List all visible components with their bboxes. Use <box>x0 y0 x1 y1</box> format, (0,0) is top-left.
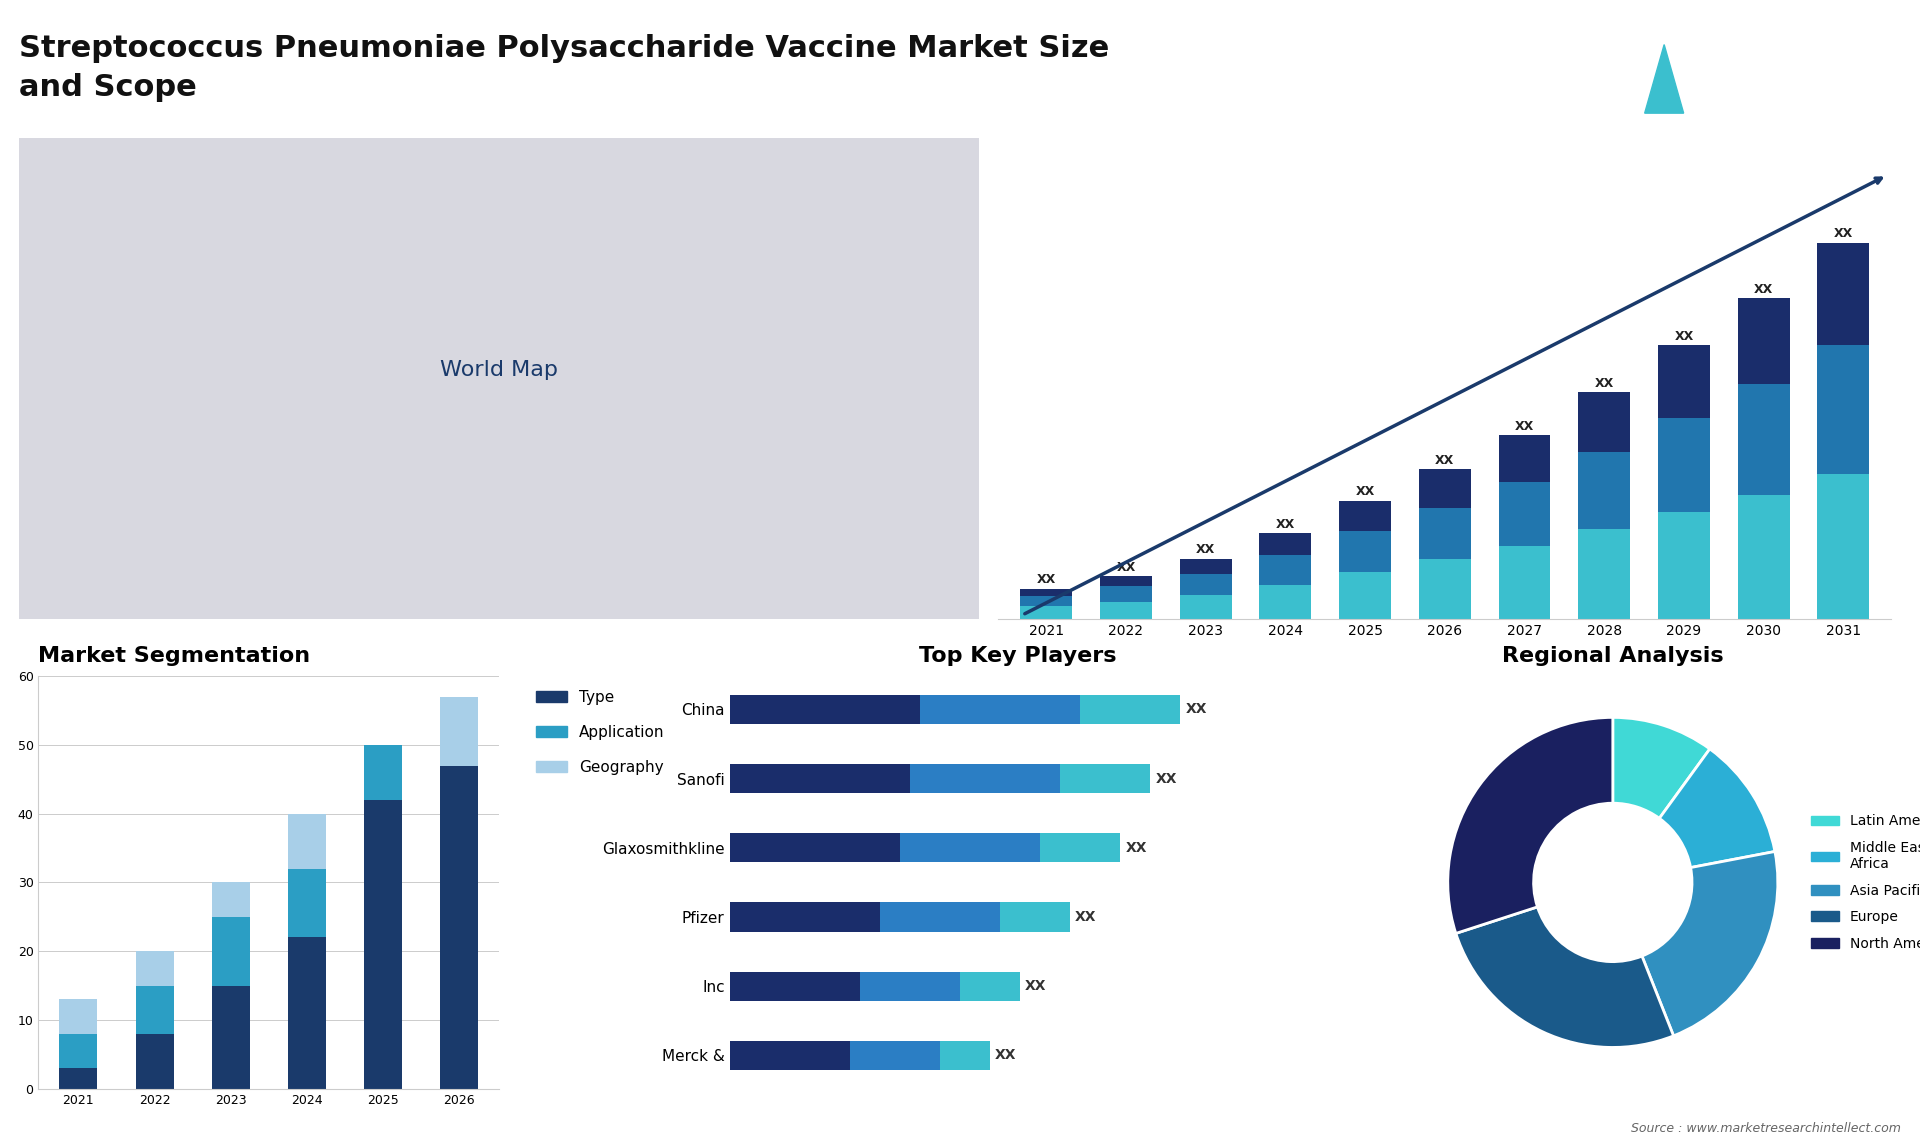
Bar <box>1578 529 1630 619</box>
Bar <box>136 986 173 1034</box>
Bar <box>851 1041 941 1070</box>
Text: XX: XX <box>1755 283 1774 296</box>
Bar <box>211 882 250 917</box>
Bar <box>730 972 860 1000</box>
Bar <box>1100 602 1152 619</box>
Text: XX: XX <box>1356 486 1375 499</box>
Bar <box>1738 298 1789 384</box>
Text: XX: XX <box>1125 841 1146 855</box>
Bar <box>730 764 910 793</box>
Bar <box>1818 473 1870 619</box>
Wedge shape <box>1455 906 1674 1047</box>
Bar <box>1818 345 1870 473</box>
Bar <box>365 800 401 1089</box>
Bar <box>1419 508 1471 559</box>
Bar <box>730 903 879 932</box>
Text: XX: XX <box>1025 979 1046 994</box>
Bar <box>1659 418 1711 512</box>
Bar <box>1260 533 1311 555</box>
Title: Regional Analysis: Regional Analysis <box>1501 646 1724 666</box>
Bar <box>920 694 1081 724</box>
Wedge shape <box>1659 749 1774 868</box>
Bar <box>1041 833 1119 862</box>
Text: XX: XX <box>1116 560 1135 573</box>
Bar <box>1578 453 1630 529</box>
Polygon shape <box>1645 45 1684 113</box>
Text: XX: XX <box>1674 330 1693 343</box>
Bar <box>1260 584 1311 619</box>
Bar <box>860 972 960 1000</box>
Legend: Latin America, Middle East &
Africa, Asia Pacific, Europe, North America: Latin America, Middle East & Africa, Asi… <box>1805 809 1920 956</box>
Bar <box>440 766 478 1089</box>
Text: XX: XX <box>1196 543 1215 557</box>
Wedge shape <box>1613 717 1711 818</box>
Bar <box>211 917 250 986</box>
Bar <box>1338 501 1390 531</box>
Text: MARKET
RESEARCH
INTELLECT: MARKET RESEARCH INTELLECT <box>1749 55 1818 99</box>
Bar <box>1020 596 1071 606</box>
Text: XX: XX <box>1834 227 1853 241</box>
Text: XX: XX <box>1275 518 1294 531</box>
Bar <box>1100 576 1152 587</box>
Bar <box>879 903 1000 932</box>
Bar <box>1100 587 1152 602</box>
Bar <box>1000 903 1069 932</box>
Bar <box>1081 694 1181 724</box>
Bar <box>1659 345 1711 418</box>
Text: XX: XX <box>1596 377 1615 390</box>
Text: XX: XX <box>1037 573 1056 587</box>
Bar <box>1060 764 1150 793</box>
Bar <box>941 1041 991 1070</box>
Text: XX: XX <box>1185 702 1208 716</box>
Bar <box>1338 572 1390 619</box>
Text: XX: XX <box>1156 771 1177 786</box>
Bar <box>1260 555 1311 584</box>
Bar <box>1738 495 1789 619</box>
Bar <box>900 833 1041 862</box>
Bar <box>288 869 326 937</box>
Bar <box>440 697 478 766</box>
Bar <box>960 972 1020 1000</box>
Bar <box>1500 547 1551 619</box>
Text: Market Segmentation: Market Segmentation <box>38 646 311 666</box>
Bar <box>1419 559 1471 619</box>
Bar <box>136 951 173 986</box>
Wedge shape <box>1642 851 1778 1036</box>
Text: XX: XX <box>1434 454 1455 466</box>
Bar <box>730 833 900 862</box>
Text: World Map: World Map <box>440 360 559 379</box>
Bar <box>288 814 326 869</box>
Bar <box>1500 482 1551 547</box>
Bar <box>136 1034 173 1089</box>
Bar <box>60 999 98 1034</box>
Text: Streptococcus Pneumoniae Polysaccharide Vaccine Market Size
and Scope: Streptococcus Pneumoniae Polysaccharide … <box>19 34 1110 102</box>
Legend: Type, Application, Geography: Type, Application, Geography <box>530 684 670 780</box>
Bar <box>1020 589 1071 596</box>
Bar <box>1179 595 1231 619</box>
Bar <box>1659 512 1711 619</box>
Bar <box>1020 606 1071 619</box>
Title: Top Key Players: Top Key Players <box>920 646 1116 666</box>
Bar <box>211 986 250 1089</box>
Bar <box>288 937 326 1089</box>
Bar <box>730 1041 851 1070</box>
Bar <box>1419 469 1471 508</box>
Bar <box>60 1068 98 1089</box>
Bar <box>60 1034 98 1068</box>
Text: Source : www.marketresearchintellect.com: Source : www.marketresearchintellect.com <box>1630 1122 1901 1135</box>
Bar <box>730 694 920 724</box>
Bar <box>910 764 1060 793</box>
Bar <box>1179 573 1231 595</box>
Text: XX: XX <box>1075 910 1096 924</box>
Wedge shape <box>1448 717 1613 933</box>
Text: XX: XX <box>1515 419 1534 432</box>
Bar <box>1338 531 1390 572</box>
Bar <box>1578 392 1630 453</box>
Bar <box>1738 384 1789 495</box>
Bar <box>365 745 401 800</box>
Bar <box>1179 559 1231 573</box>
Text: XX: XX <box>995 1049 1016 1062</box>
Bar <box>1818 243 1870 345</box>
Bar <box>1500 435 1551 482</box>
